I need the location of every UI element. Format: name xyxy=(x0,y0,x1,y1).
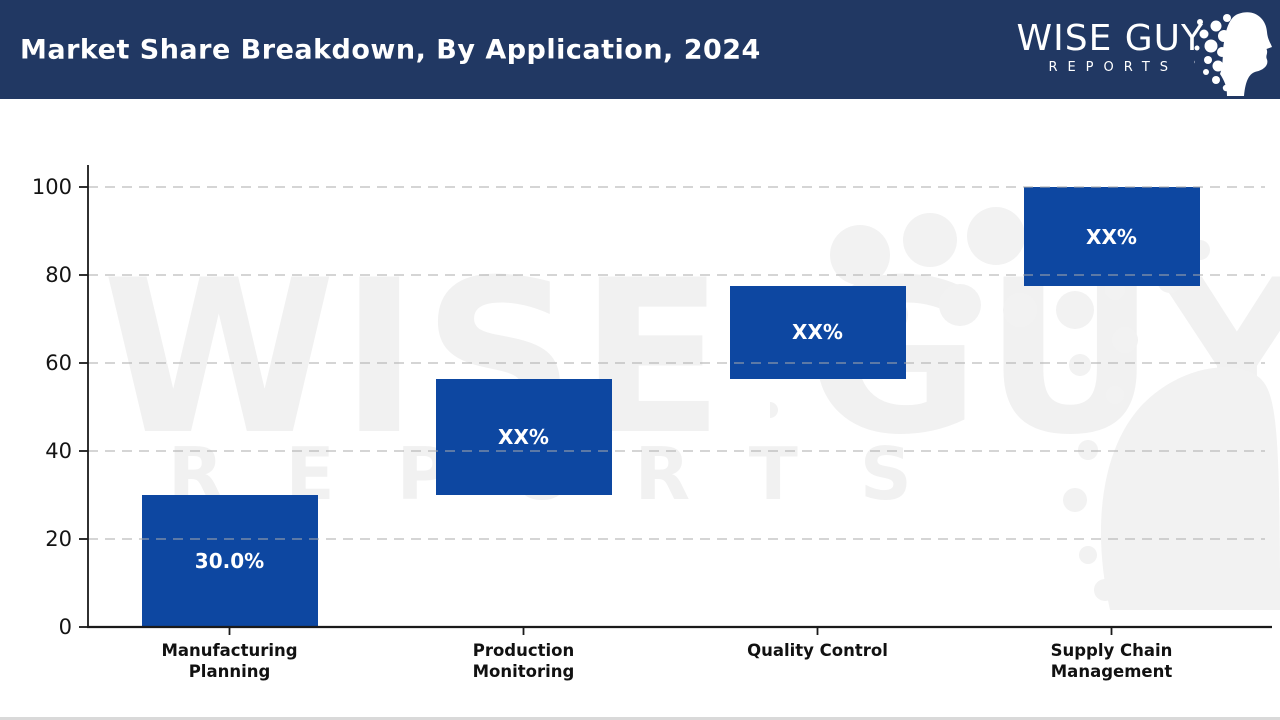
brand-logo-text: WISE GUY REPORTS xyxy=(1016,18,1205,76)
brand-name: WISE GUY xyxy=(1016,18,1204,59)
waterfall-bar: 30.0% xyxy=(141,495,318,627)
bar-value-label: XX% xyxy=(498,424,549,449)
header: Market Share Breakdown, By Application, … xyxy=(0,0,1280,99)
waterfall-bar: XX% xyxy=(729,286,906,379)
brand-logo: WISE GUY REPORTS xyxy=(1012,6,1272,96)
bar-value-label: XX% xyxy=(792,320,843,345)
brand-subtitle: REPORTS xyxy=(1048,60,1179,75)
logo-face-icon xyxy=(1194,12,1272,96)
waterfall-bar: XX% xyxy=(435,378,612,495)
bar-value-label: 30.0% xyxy=(194,549,265,573)
footer-strip xyxy=(0,717,1280,720)
bar-value-label: XX% xyxy=(1086,224,1137,249)
waterfall-bar: XX% xyxy=(1023,187,1200,286)
page-title: Market Share Breakdown, By Application, … xyxy=(20,34,761,65)
